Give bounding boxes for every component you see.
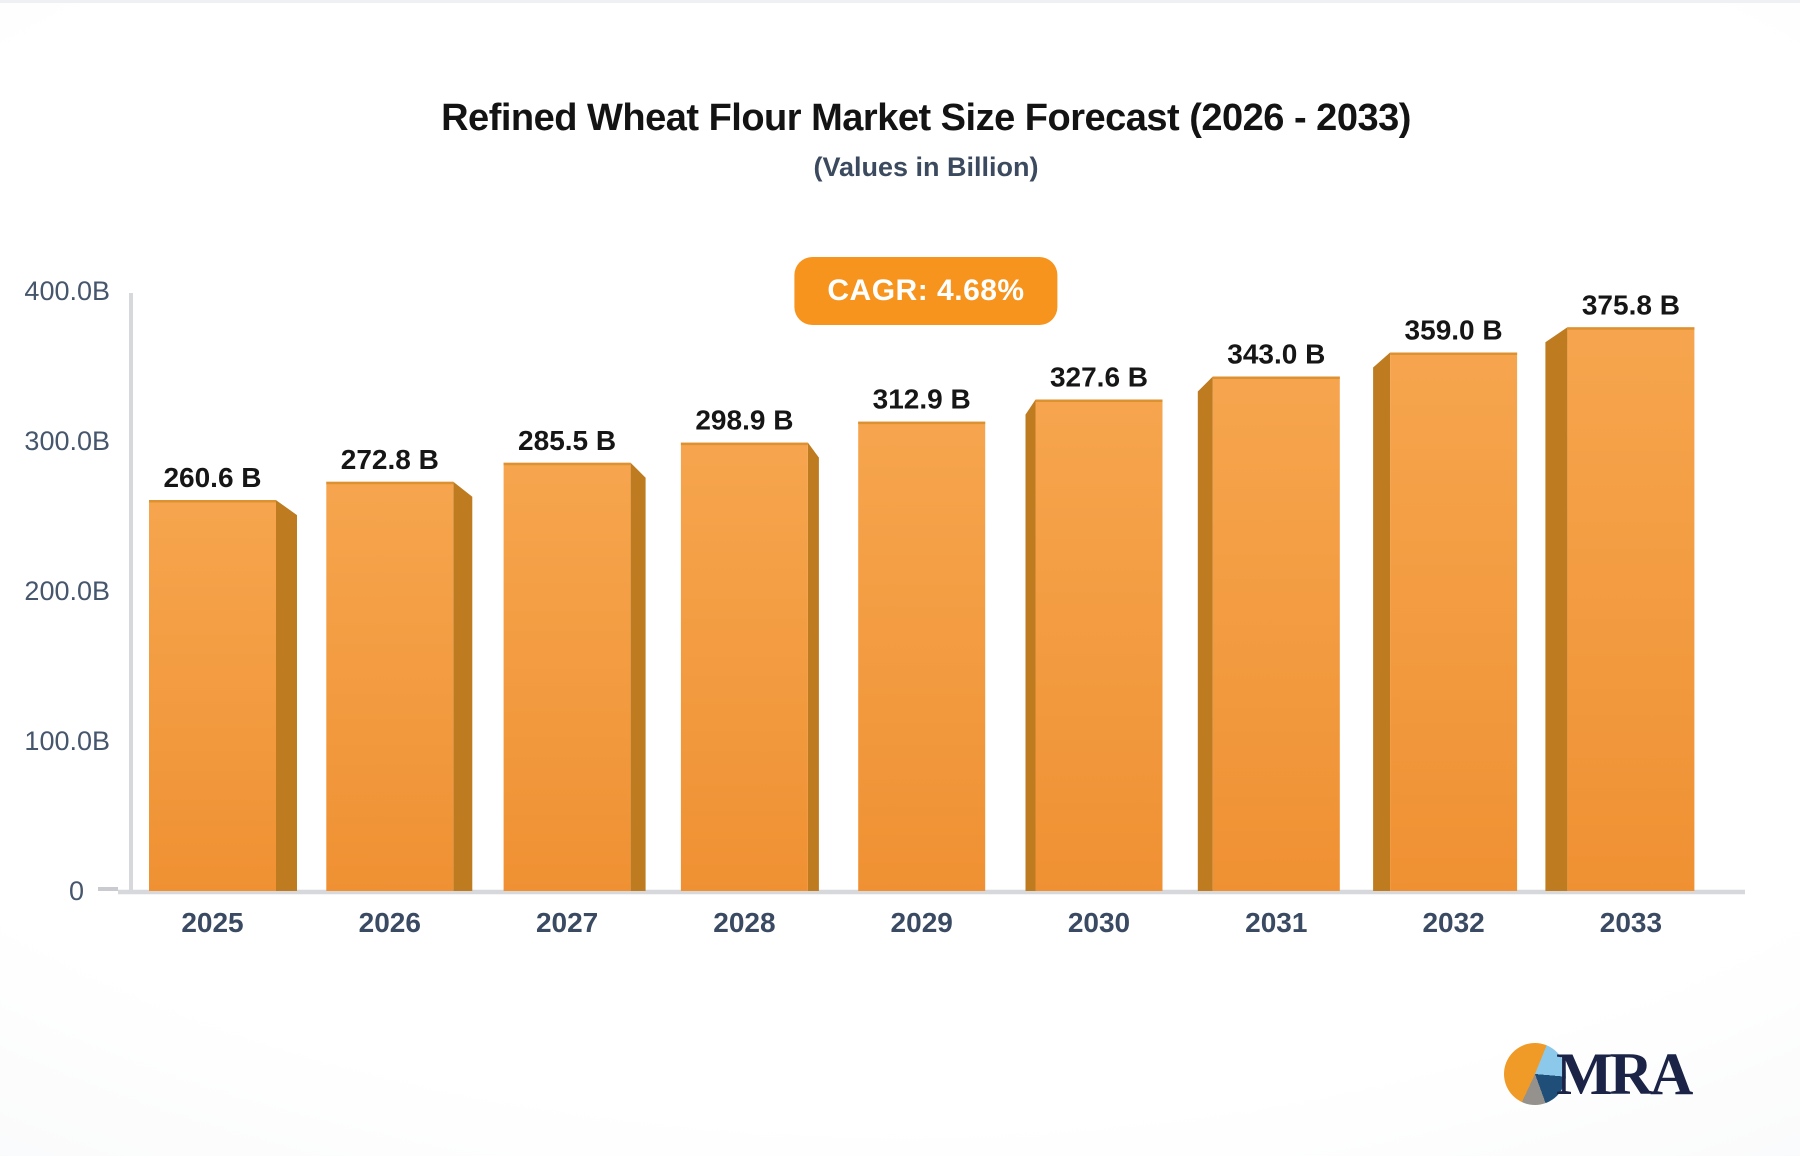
- x-tick-label: 2026: [359, 907, 421, 938]
- y-tick-label: 100.0B: [24, 726, 110, 756]
- x-tick-label: 2028: [713, 907, 775, 938]
- x-tick-label: 2031: [1245, 907, 1307, 938]
- page-title: Refined Wheat Flour Market Size Forecast…: [441, 97, 1411, 139]
- x-tick-label: 2030: [1068, 907, 1130, 938]
- bar-side-2033: [1545, 327, 1568, 891]
- x-tick-label: 2029: [891, 907, 953, 938]
- bar-face-2025: [149, 500, 276, 891]
- bar-face-2028: [680, 442, 808, 891]
- page-subtitle: (Values in Billion): [813, 152, 1039, 182]
- bar-face-2026: [326, 481, 454, 891]
- bar-value-label: 327.6 B: [1050, 362, 1148, 393]
- bar-face-2027: [503, 462, 631, 891]
- x-tick-label: 2032: [1422, 907, 1484, 938]
- bar-face-2030: [1035, 399, 1163, 891]
- brand-logo: MRA: [1504, 1039, 1784, 1109]
- bar-face-2032: [1390, 352, 1518, 891]
- bar-value-label: 272.8 B: [341, 444, 439, 475]
- x-tick-label: 2027: [536, 907, 598, 938]
- bar-value-label: 298.9 B: [695, 405, 793, 436]
- bar-value-label: 285.5 B: [518, 425, 616, 456]
- bar-side-2026: [453, 481, 473, 891]
- bar-value-label: 343.0 B: [1227, 339, 1325, 370]
- y-tick-label: 300.0B: [24, 426, 110, 456]
- bar-side-2031: [1197, 376, 1213, 891]
- bar-side-2025: [276, 500, 297, 891]
- x-tick-label: 2025: [181, 907, 243, 938]
- bar-value-label: 375.8 B: [1582, 289, 1680, 320]
- bar-chart: 400.0B 300.0B 200.0B 100.0B 0 260.6 B 2025 272.…: [24, 276, 1745, 938]
- bar-face-2033: [1567, 327, 1695, 891]
- bar-side-2028: [807, 442, 819, 891]
- bar-side-2027: [630, 462, 646, 891]
- bar-side-2030: [1025, 399, 1036, 891]
- y-tick-label: 400.0B: [24, 276, 110, 306]
- bar-value-label: 312.9 B: [873, 384, 971, 415]
- y-tick-label: 200.0B: [24, 576, 110, 606]
- y-tick-label: 0: [69, 876, 84, 906]
- bar-face-2029: [858, 421, 986, 891]
- bar-value-label: 359.0 B: [1405, 315, 1503, 346]
- bar-face-2031: [1212, 376, 1340, 891]
- bar-side-2032: [1373, 352, 1391, 891]
- cagr-badge: CAGR: 4.68%: [794, 257, 1058, 325]
- bar-value-label: 260.6 B: [163, 462, 261, 493]
- x-tick-label: 2033: [1600, 907, 1662, 938]
- brand-name: MRA: [1556, 1041, 1693, 1107]
- pie-chart-icon: [1504, 1043, 1566, 1105]
